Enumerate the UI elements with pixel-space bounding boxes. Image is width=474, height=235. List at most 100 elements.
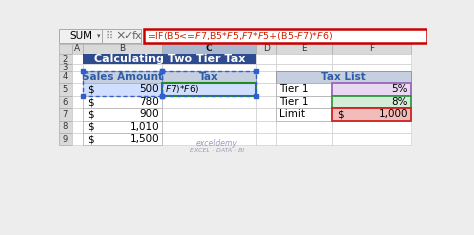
Bar [82, 54, 162, 64]
Bar [276, 83, 332, 96]
Bar [102, 29, 141, 43]
Bar [82, 70, 162, 96]
Text: 5: 5 [63, 85, 68, 94]
Text: Sales Amount: Sales Amount [82, 72, 163, 82]
Text: $F$7)*$F$6): $F$7)*$F$6) [164, 83, 199, 95]
Text: 5%: 5% [392, 84, 408, 94]
Bar [82, 133, 162, 145]
Text: 780: 780 [139, 97, 159, 107]
Bar [256, 108, 276, 121]
Text: 1,500: 1,500 [129, 134, 159, 144]
Text: Calculating Two Tier Tax: Calculating Two Tier Tax [93, 54, 245, 64]
Bar [82, 96, 162, 108]
Text: A: A [74, 44, 80, 53]
Bar [59, 83, 72, 96]
Bar [72, 70, 82, 83]
Text: 900: 900 [140, 110, 159, 119]
Bar [72, 121, 82, 133]
Text: $: $ [87, 122, 94, 132]
Bar [82, 54, 256, 64]
Bar [82, 44, 162, 54]
Text: F: F [369, 44, 374, 53]
Bar [162, 83, 256, 96]
Text: 1,000: 1,000 [379, 110, 408, 119]
Text: Tier 1: Tier 1 [279, 97, 309, 107]
Bar [72, 108, 82, 121]
Bar [162, 70, 256, 83]
Bar [162, 121, 256, 133]
Bar [256, 133, 276, 145]
Bar [72, 133, 82, 145]
Text: Tax: Tax [200, 72, 219, 82]
Text: =IF(B5<=$F$7,B5*$F$5,$F$7*$F$5+(B5-$F$7)*$F$6): =IF(B5<=$F$7,B5*$F$5,$F$7*$F$5+(B5-$F$7)… [147, 30, 333, 42]
Bar [59, 44, 72, 54]
Text: Tax List: Tax List [321, 72, 366, 82]
Bar [162, 70, 256, 96]
Bar [162, 70, 256, 83]
Bar [332, 133, 411, 145]
Text: fx: fx [132, 31, 143, 41]
Text: C: C [206, 44, 212, 53]
Bar [276, 70, 332, 83]
Bar [82, 83, 162, 96]
Text: D: D [263, 44, 270, 53]
Bar [82, 83, 162, 96]
Bar [162, 133, 256, 145]
Text: Tier 1: Tier 1 [279, 84, 309, 94]
Bar [72, 64, 82, 70]
Bar [72, 44, 82, 54]
Bar [162, 44, 256, 54]
Bar [82, 108, 162, 121]
Bar [82, 70, 162, 83]
Bar [276, 83, 332, 96]
Bar [82, 96, 162, 108]
Bar [332, 70, 411, 83]
Text: 8%: 8% [392, 97, 408, 107]
Bar [332, 96, 411, 108]
Bar [332, 83, 411, 96]
Bar [256, 64, 276, 70]
Text: 7: 7 [63, 110, 68, 119]
Text: B: B [119, 44, 126, 53]
Bar [59, 70, 72, 83]
Text: 500: 500 [140, 84, 159, 94]
Bar [332, 121, 411, 133]
Text: $: $ [87, 110, 94, 119]
Text: 2: 2 [63, 55, 68, 63]
Bar [256, 54, 276, 64]
Bar [276, 121, 332, 133]
Bar [332, 96, 411, 108]
Bar [256, 96, 276, 108]
Bar [72, 96, 82, 108]
Bar [256, 121, 276, 133]
Bar [276, 108, 332, 121]
Bar [162, 83, 256, 96]
Bar [82, 133, 162, 145]
Bar [276, 64, 332, 70]
Bar [59, 29, 102, 43]
Text: 3: 3 [63, 63, 68, 72]
Bar [59, 64, 72, 70]
Bar [162, 64, 256, 70]
Bar [72, 83, 82, 96]
Bar [332, 83, 411, 96]
Bar [332, 54, 411, 64]
Bar [256, 70, 276, 83]
Bar [59, 133, 72, 145]
Text: EXCEL · DATA · BI: EXCEL · DATA · BI [190, 148, 244, 153]
Text: Limit: Limit [279, 110, 305, 119]
Text: exceldemy: exceldemy [196, 139, 238, 148]
Bar [82, 70, 162, 83]
Text: 1,010: 1,010 [129, 122, 159, 132]
Text: $: $ [87, 97, 94, 107]
Text: 9: 9 [63, 135, 68, 144]
Bar [276, 70, 411, 83]
Bar [276, 96, 332, 108]
Bar [276, 108, 332, 121]
Text: E: E [301, 44, 307, 53]
Bar [162, 96, 256, 108]
Bar [59, 54, 72, 64]
Text: $: $ [337, 110, 343, 119]
Bar [82, 121, 162, 133]
Bar [276, 44, 332, 54]
